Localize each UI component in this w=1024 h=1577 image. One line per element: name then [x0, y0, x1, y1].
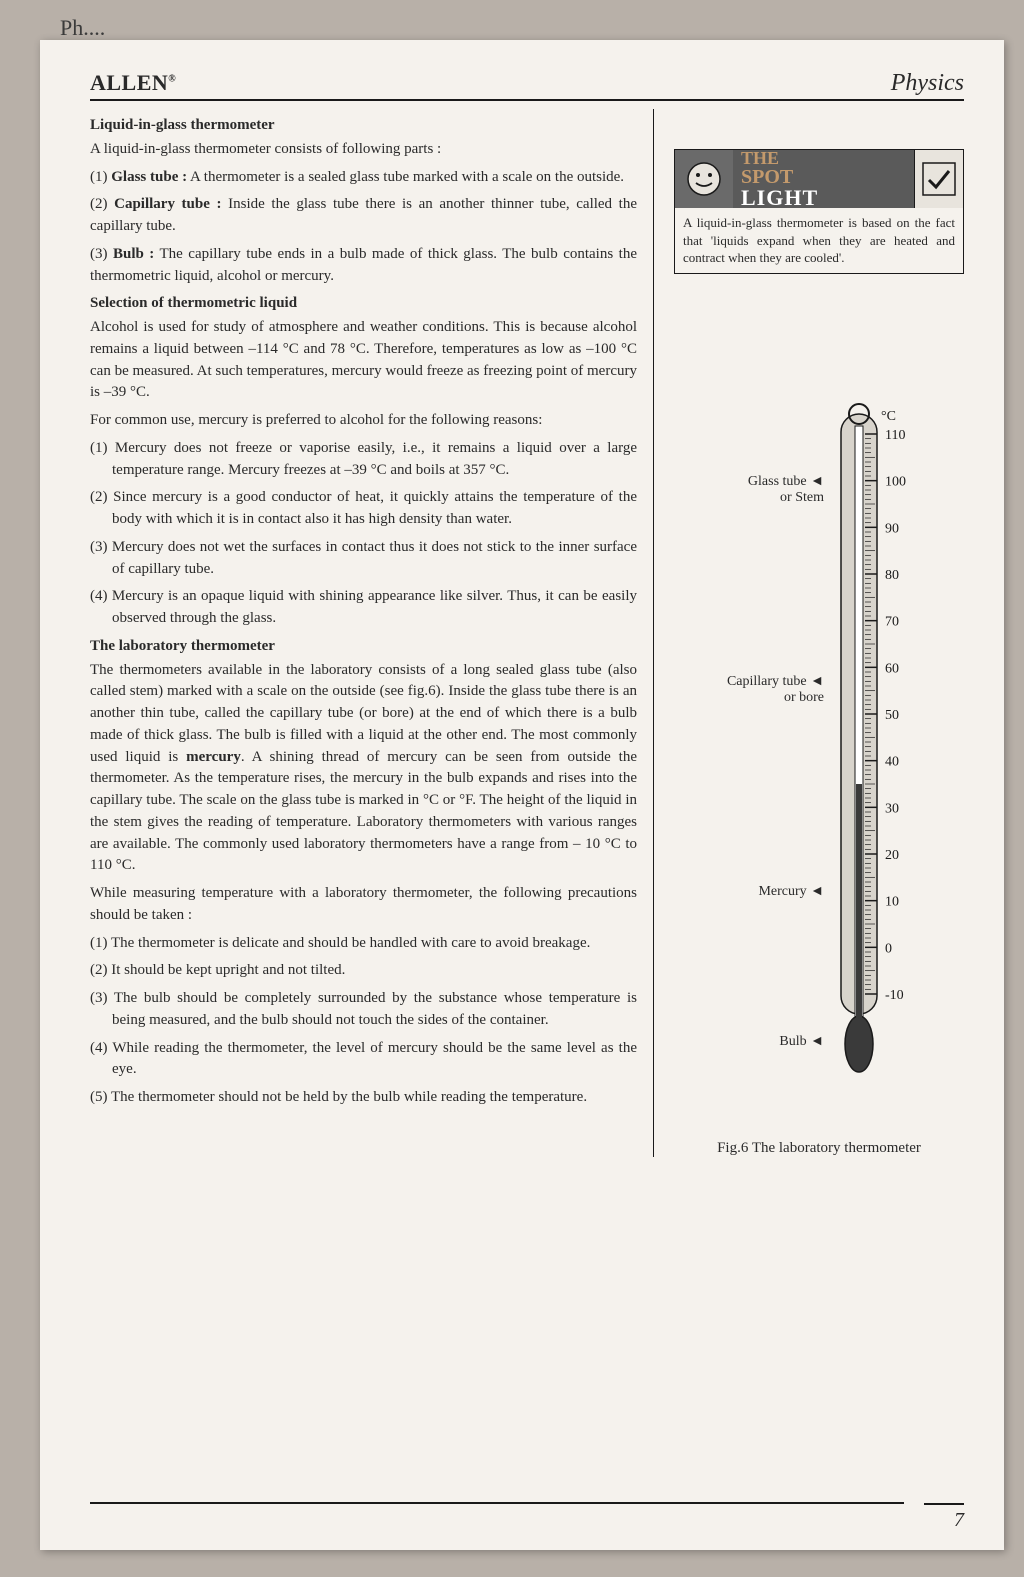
- reason-item: (4) Mercury is an opaque liquid with shi…: [90, 586, 637, 630]
- svg-text:110: 110: [885, 428, 905, 443]
- precaution-item: (4) While reading the thermometer, the l…: [90, 1038, 637, 1082]
- content-columns: Liquid-in-glass thermometer A liquid-in-…: [90, 109, 964, 1157]
- bottom-rule: [90, 1502, 904, 1504]
- spot-spot: SPOT: [741, 167, 914, 187]
- spot-light: LIGHT: [741, 187, 914, 209]
- reason-item: (1) Mercury does not freeze or vaporise …: [90, 438, 637, 482]
- textbook-page: Ph.... ALLEN® Physics Liquid-in-glass th…: [40, 40, 1004, 1550]
- svg-text:10: 10: [885, 894, 899, 909]
- reason-item: (3) Mercury does not wet the surfaces in…: [90, 537, 637, 581]
- reason-item: (2) Since mercury is a good conductor of…: [90, 487, 637, 531]
- svg-text:-10: -10: [885, 988, 904, 1003]
- precaution-item: (1) The thermometer is delicate and shou…: [90, 933, 637, 955]
- precautions-intro: While measuring temperature with a labor…: [90, 883, 637, 927]
- svg-text:80: 80: [885, 568, 899, 583]
- svg-text:0: 0: [885, 941, 892, 956]
- precautions-list: (1) The thermometer is delicate and shou…: [90, 933, 637, 1109]
- section-lab-therm: The laboratory thermometer: [90, 636, 637, 658]
- svg-text:20: 20: [885, 848, 899, 863]
- svg-text:60: 60: [885, 661, 899, 676]
- figure-caption: Fig.6 The laboratory thermometer: [674, 1140, 964, 1157]
- part-item: (3) Bulb : The capillary tube ends in a …: [90, 244, 637, 288]
- reasons-list: (1) Mercury does not freeze or vaporise …: [90, 438, 637, 630]
- svg-text:90: 90: [885, 521, 899, 536]
- precaution-item: (5) The thermometer should not be held b…: [90, 1087, 637, 1109]
- spot-the: THE: [741, 149, 914, 167]
- section-selection: Selection of thermometric liquid: [90, 293, 637, 315]
- svg-text:50: 50: [885, 708, 899, 723]
- intro-line: A liquid-in-glass thermometer consists o…: [90, 139, 637, 161]
- main-text-column: Liquid-in-glass thermometer A liquid-in-…: [90, 109, 654, 1157]
- svg-text:70: 70: [885, 614, 899, 629]
- precaution-item: (2) It should be kept upright and not ti…: [90, 960, 637, 982]
- label-capillary: Capillary tube ◄or bore: [727, 674, 824, 708]
- svg-text:°C: °C: [881, 409, 896, 424]
- label-mercury: Mercury ◄: [758, 884, 824, 901]
- spotlight-box: THE SPOT LIGHT A liquid-in-glass thermom…: [674, 149, 964, 274]
- precaution-item: (3) The bulb should be completely surrou…: [90, 988, 637, 1032]
- brand-logo: ALLEN®: [90, 70, 176, 96]
- brand-text: ALLEN: [90, 70, 168, 95]
- side-column: THE SPOT LIGHT A liquid-in-glass thermom…: [674, 109, 964, 1157]
- page-number: 7: [924, 1503, 964, 1532]
- check-icon: [914, 150, 963, 208]
- svg-text:30: 30: [885, 801, 899, 816]
- lab-therm-para: The thermometers available in the labora…: [90, 660, 637, 878]
- thermometer-figure: °C1101009080706050403020100-10 Glass tub…: [674, 394, 964, 1134]
- spotlight-body: A liquid-in-glass thermometer is based o…: [675, 208, 963, 273]
- part-item: (2) Capillary tube : Inside the glass tu…: [90, 194, 637, 238]
- label-bulb: Bulb ◄: [779, 1034, 824, 1051]
- parts-list: (1) Glass tube : A thermometer is a seal…: [90, 167, 637, 288]
- label-glass-tube: Glass tube ◄or Stem: [748, 474, 824, 508]
- svg-text:100: 100: [885, 474, 906, 489]
- mercury-intro: For common use, mercury is preferred to …: [90, 410, 637, 432]
- brand-mark: ®: [168, 74, 176, 85]
- section-liquid-glass: Liquid-in-glass thermometer: [90, 115, 637, 137]
- page-header: ALLEN® Physics: [90, 70, 964, 101]
- smiley-icon: [675, 150, 733, 208]
- subject-heading: Physics: [891, 70, 964, 97]
- spotlight-header: THE SPOT LIGHT: [675, 150, 963, 208]
- svg-text:40: 40: [885, 754, 899, 769]
- alcohol-para: Alcohol is used for study of atmosphere …: [90, 317, 637, 404]
- handwriting-note: Ph....: [60, 15, 105, 41]
- part-item: (1) Glass tube : A thermometer is a seal…: [90, 167, 637, 189]
- spotlight-title: THE SPOT LIGHT: [733, 150, 914, 208]
